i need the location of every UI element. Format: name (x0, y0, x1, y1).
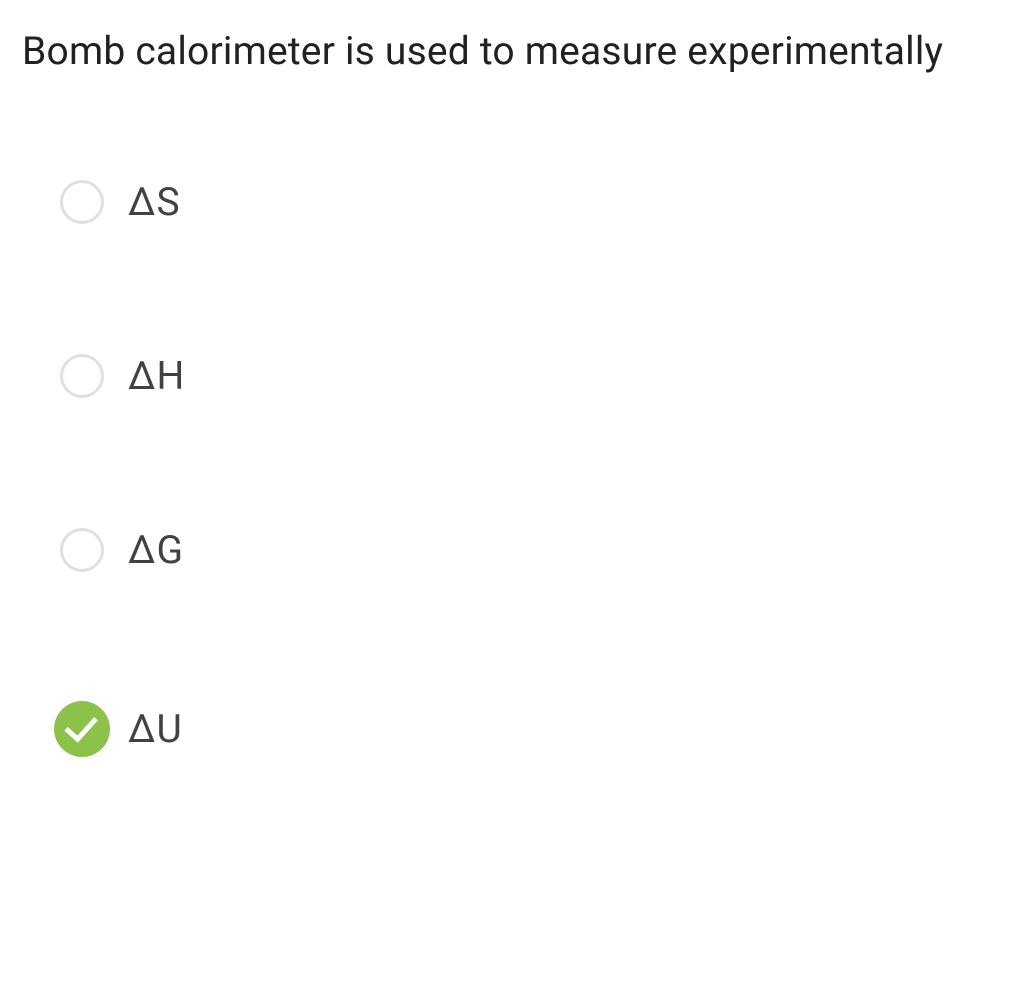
option-label: ΔS (128, 179, 181, 225)
options-list: ΔS ΔH ΔG ΔU (22, 179, 1002, 757)
radio-unselected-icon (60, 528, 104, 572)
option-label: ΔH (128, 353, 185, 399)
option-row[interactable]: ΔS (60, 179, 1002, 225)
radio-unselected-icon (60, 180, 104, 224)
checkmark-icon (64, 708, 97, 742)
radio-unselected-icon (60, 354, 104, 398)
option-row-selected[interactable]: ΔU (54, 701, 1002, 757)
option-row[interactable]: ΔH (60, 353, 1002, 399)
option-row[interactable]: ΔG (60, 527, 1002, 573)
radio-selected-icon (54, 701, 110, 757)
option-label: ΔG (128, 527, 184, 573)
question-text: Bomb calorimeter is used to measure expe… (22, 24, 1002, 79)
option-label: ΔU (128, 706, 183, 752)
